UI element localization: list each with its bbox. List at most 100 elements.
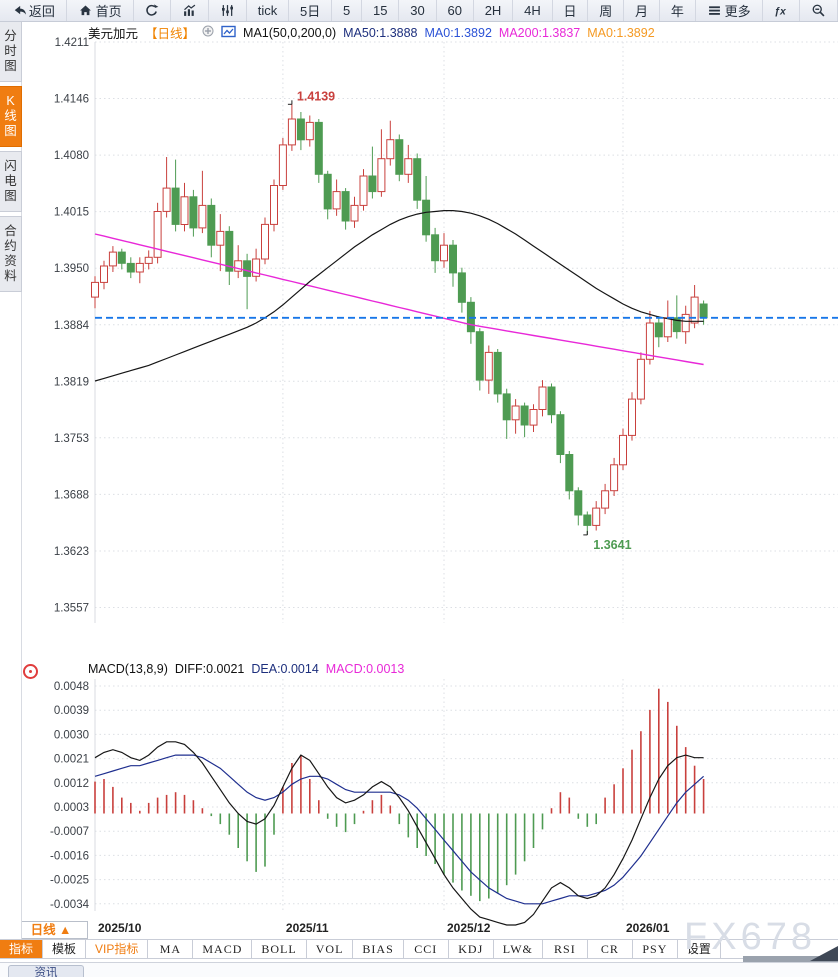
chart-window-icon[interactable] — [221, 25, 236, 41]
interval-week-button-label: 周 — [599, 4, 613, 19]
zoom-out-icon — [811, 3, 826, 18]
interval-60m-button[interactable]: 60 — [437, 0, 474, 21]
tab-KDJ[interactable]: KDJ — [449, 940, 494, 958]
top-toolbar: 返回 首页 tick 5日 5 15 30 60 2H 4H 日 周 月 年 更多 ƒx — [0, 0, 838, 22]
macd-value: MACD:0.0013 — [325, 662, 405, 676]
sidebar-item-time-chart-label: 分时图 — [4, 29, 17, 73]
fx-indicator-button[interactable]: ƒx — [763, 0, 801, 21]
tab-模板[interactable]: 模板 — [43, 940, 87, 958]
svg-text:0.0021: 0.0021 — [54, 754, 89, 766]
svg-text:1.4139: 1.4139 — [297, 89, 335, 103]
home-button[interactable]: 首页 — [67, 0, 134, 21]
menu-icon — [707, 3, 722, 18]
svg-text:-0.0034: -0.0034 — [50, 899, 90, 911]
tab-指标[interactable]: 指标 — [0, 940, 44, 958]
interval-tick-button-label: tick — [257, 3, 278, 18]
chart-type-button[interactable] — [171, 0, 210, 21]
interval-60m-button-label: 60 — [447, 3, 462, 18]
sidebar-item-time-chart[interactable]: 分时图 — [0, 21, 22, 82]
more-button[interactable]: 更多 — [696, 0, 763, 21]
interval-month-button[interactable]: 月 — [624, 0, 660, 21]
svg-text:1.3623: 1.3623 — [54, 546, 89, 558]
interval-day-button[interactable]: 日 — [553, 0, 589, 21]
svg-text:1.3884: 1.3884 — [54, 320, 90, 332]
tab-BIAS[interactable]: BIAS — [353, 940, 404, 958]
interval-week-button[interactable]: 周 — [588, 0, 625, 21]
back-button-label: 返回 — [28, 4, 55, 19]
plus-circle-icon[interactable] — [202, 25, 214, 40]
interval-4h-button[interactable]: 4H — [513, 0, 553, 21]
interval-tick-button[interactable]: tick — [247, 0, 290, 21]
home-button-label: 首页 — [95, 4, 122, 19]
tab-设置[interactable]: 设置 — [678, 940, 721, 958]
svg-text:0.0048: 0.0048 — [54, 681, 89, 693]
chart-type-sidebar: 分时图 K线图闪电图合约资料 — [0, 21, 22, 939]
tab-CCI[interactable]: CCI — [404, 940, 449, 958]
interval-2h-button[interactable]: 2H — [474, 0, 514, 21]
indicator-tab-bar: 指标 模板 VIP指标 MA MACD BOLL VOL BIAS CCI KDJ LW& RSI CR… — [0, 939, 838, 959]
interval-30m-button-label: 30 — [410, 3, 425, 18]
svg-text:1.3753: 1.3753 — [54, 433, 89, 445]
svg-text:-0.0025: -0.0025 — [50, 875, 89, 887]
tab-VIP指标[interactable]: VIP指标 — [86, 940, 149, 958]
tab-MACD[interactable]: MACD — [193, 940, 253, 958]
macd-pane-header: MACD(13,8,9) DIFF:0.0021 DEA:0.0014 MACD… — [88, 662, 404, 676]
svg-text:1.4015: 1.4015 — [54, 207, 89, 219]
tab-BOLL[interactable]: BOLL — [252, 940, 307, 958]
svg-text:1.3688: 1.3688 — [54, 489, 89, 501]
interval-5d-button-label: 5日 — [300, 4, 321, 19]
back-icon — [11, 3, 26, 18]
back-button[interactable]: 返回 — [0, 0, 67, 21]
svg-text:2025/12: 2025/12 — [447, 921, 491, 935]
svg-text:-0.0016: -0.0016 — [50, 850, 89, 862]
interval-5m-button-label: 5 — [343, 3, 351, 18]
sidebar-item-kline-chart-label: K线图 — [4, 94, 17, 138]
horizontal-scrollbar[interactable] — [743, 956, 838, 962]
ma-settings-label: MA1(50,0,200,0) — [243, 25, 337, 40]
interval-4h-button-label: 4H — [524, 3, 541, 18]
sidebar-item-lightning-chart[interactable]: 闪电图 — [0, 151, 22, 212]
bottom-strip — [0, 962, 838, 977]
svg-text:2026/01: 2026/01 — [626, 921, 670, 935]
more-button-label: 更多 — [724, 4, 751, 19]
tab-LW&[interactable]: LW& — [494, 940, 543, 958]
refresh-icon — [144, 3, 159, 18]
interval-year-button[interactable]: 年 — [660, 0, 696, 21]
price-pane-header: 美元加元 【日线】 MA1(50,0,200,0) MA50:1.3888 MA… — [88, 23, 655, 42]
interval-5m-button[interactable]: 5 — [332, 0, 363, 21]
interval-5d-button[interactable]: 5日 — [289, 0, 333, 21]
indicator-settings-button[interactable] — [209, 0, 247, 21]
tab-MA[interactable]: MA — [148, 940, 194, 958]
indicator-target-icon[interactable] — [23, 664, 38, 679]
svg-text:2025/10: 2025/10 — [98, 921, 142, 935]
svg-text:0.0012: 0.0012 — [54, 778, 89, 790]
svg-text:-0.0007: -0.0007 — [50, 826, 89, 838]
ma0-blue-value: MA0:1.3892 — [424, 25, 492, 40]
interval-30m-button[interactable]: 30 — [399, 0, 437, 21]
ma50-value: MA50:1.3888 — [343, 25, 418, 40]
price-macd-chart-canvas[interactable]: 1.4211 1.4146 1.4080 1.4015 1.3950 1.3884 1.38… — [22, 21, 838, 938]
tab-news[interactable]: 资讯 — [8, 965, 84, 977]
interval-15m-button-label: 15 — [373, 3, 388, 18]
tab-RSI[interactable]: RSI — [543, 940, 588, 958]
svg-text:0.0003: 0.0003 — [54, 802, 89, 814]
period-label: 【日线】 — [145, 27, 196, 41]
tab-CR[interactable]: CR — [588, 940, 633, 958]
svg-text:0.0030: 0.0030 — [54, 729, 89, 741]
svg-text:2025/11: 2025/11 — [286, 921, 329, 935]
tab-VOL[interactable]: VOL — [307, 940, 354, 958]
refresh-button[interactable] — [134, 0, 172, 21]
interval-15m-button[interactable]: 15 — [362, 0, 400, 21]
svg-text:1.4146: 1.4146 — [54, 94, 89, 106]
svg-text:1.3819: 1.3819 — [54, 376, 89, 388]
tab-PSY[interactable]: PSY — [633, 940, 678, 958]
svg-text:1.3557: 1.3557 — [54, 603, 89, 615]
chart-area: 1.4211 1.4146 1.4080 1.4015 1.3950 1.3884 1.38… — [22, 21, 838, 938]
candle-settings-icon — [220, 3, 235, 18]
period-selector-button[interactable]: 日线 ▲ — [14, 921, 88, 939]
sidebar-item-contract-info[interactable]: 合约资料 — [0, 216, 22, 292]
svg-text:1.4211: 1.4211 — [55, 37, 89, 49]
zoom-out-button[interactable] — [800, 0, 838, 21]
sidebar-item-kline-chart[interactable]: K线图 — [0, 86, 22, 147]
macd-title: MACD(13,8,9) — [88, 662, 168, 676]
